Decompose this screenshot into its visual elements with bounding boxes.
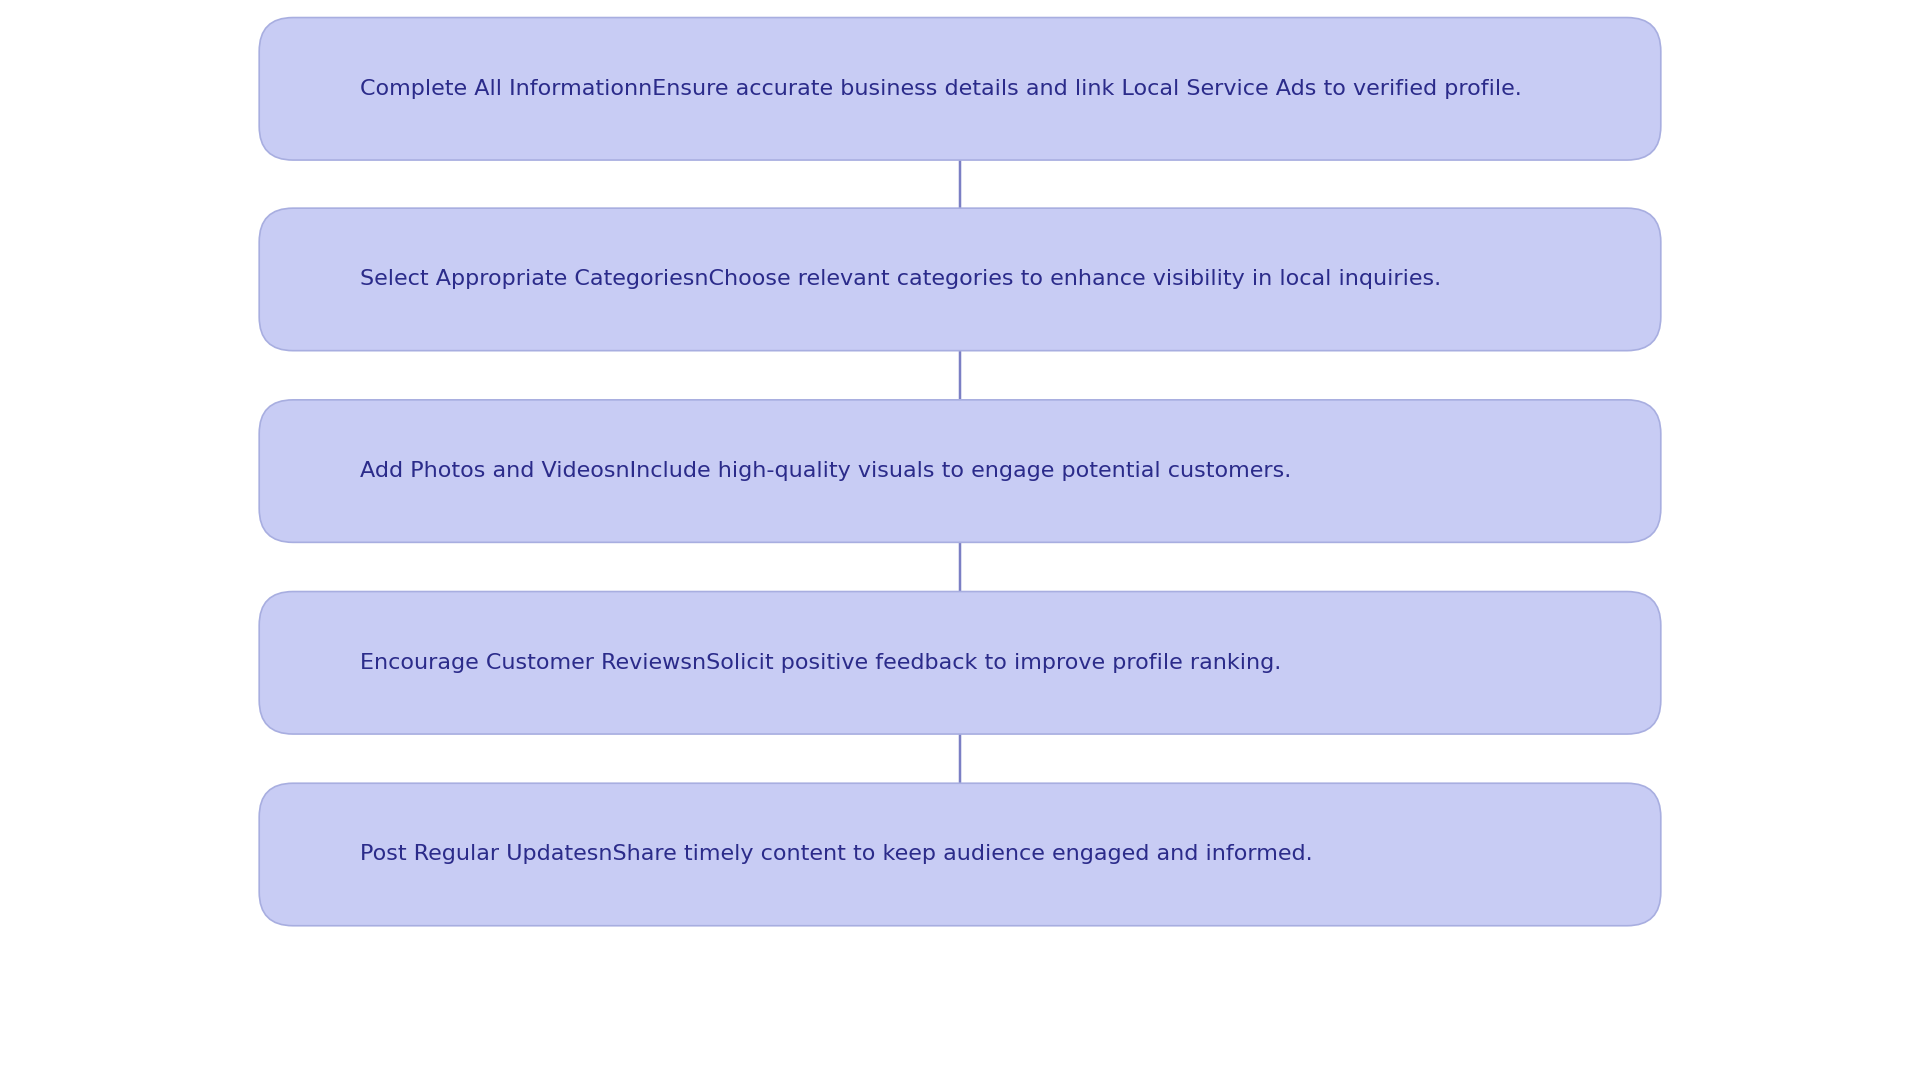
FancyBboxPatch shape <box>259 17 1661 160</box>
Text: Complete All InformationnEnsure accurate business details and link Local Service: Complete All InformationnEnsure accurate… <box>361 79 1523 99</box>
FancyBboxPatch shape <box>259 400 1661 543</box>
FancyBboxPatch shape <box>259 208 1661 351</box>
Text: Select Appropriate CategoriesnChoose relevant categories to enhance visibility i: Select Appropriate CategoriesnChoose rel… <box>361 270 1442 289</box>
Text: Post Regular UpdatesnShare timely content to keep audience engaged and informed.: Post Regular UpdatesnShare timely conten… <box>361 845 1313 864</box>
FancyBboxPatch shape <box>259 783 1661 926</box>
Text: Encourage Customer ReviewsnSolicit positive feedback to improve profile ranking.: Encourage Customer ReviewsnSolicit posit… <box>361 653 1281 673</box>
FancyBboxPatch shape <box>259 591 1661 734</box>
Text: Add Photos and VideosnInclude high-quality visuals to engage potential customers: Add Photos and VideosnInclude high-quali… <box>361 461 1292 481</box>
